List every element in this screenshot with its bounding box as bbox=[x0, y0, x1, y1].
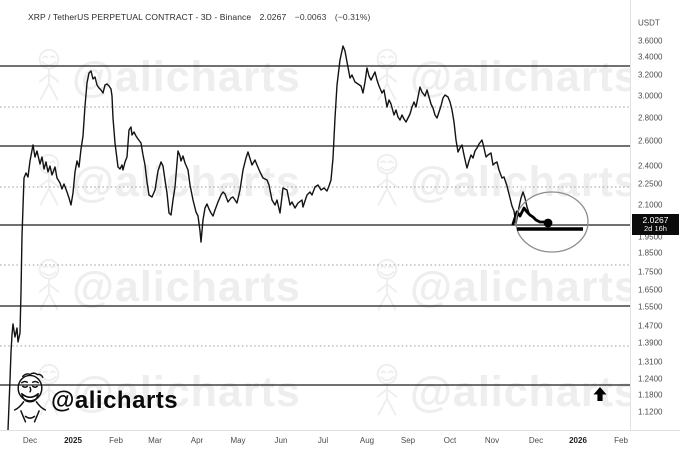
symbol-info-bar: XRP / TetherUS PERPETUAL CONTRACT - 3D -… bbox=[28, 12, 376, 22]
time-tick-label: Aug bbox=[359, 436, 375, 445]
watermark-handle: @alicharts bbox=[410, 52, 639, 101]
price-final-leg-bold bbox=[511, 206, 550, 226]
time-tick-label: Dec bbox=[22, 436, 38, 445]
price-axis-unit: USDT bbox=[638, 18, 660, 28]
price-tick-label: 2.1000 bbox=[638, 200, 663, 210]
watermark: @alicharts bbox=[30, 47, 301, 107]
price-tick-label: 1.7500 bbox=[638, 267, 663, 277]
change-absolute: −0.0063 bbox=[294, 12, 327, 22]
chart-canvas[interactable] bbox=[0, 0, 630, 430]
time-tick-label: Mar bbox=[148, 436, 162, 445]
price-tick-label: 1.4700 bbox=[638, 321, 663, 331]
time-tick-label: Feb bbox=[614, 436, 628, 445]
price-axis[interactable]: 2.0267 2d 16h USDT 3.6000 3.4000 3.2000 3.00… bbox=[630, 0, 680, 430]
watermark-handle: @alicharts bbox=[72, 367, 301, 416]
watermark-handle: @alicharts bbox=[410, 262, 639, 311]
time-tick-label: 2026 bbox=[569, 436, 587, 445]
price-tick-label: 1.5500 bbox=[638, 302, 663, 312]
price-tick-label: 1.3100 bbox=[638, 357, 663, 367]
price-tick-label: 2.6000 bbox=[638, 136, 663, 146]
time-tick-label: Jun bbox=[274, 436, 288, 445]
alicharts-logo-text: @alicharts bbox=[51, 387, 179, 414]
alicharts-face-icon bbox=[13, 372, 47, 423]
price-tick-label: 2.8000 bbox=[638, 113, 663, 123]
price-series-line bbox=[7, 45, 530, 430]
price-tick-label: 1.6500 bbox=[638, 285, 663, 295]
price-tick-label: 1.2400 bbox=[638, 374, 663, 384]
change-percent: (−0.31%) bbox=[334, 12, 371, 22]
watermark-handle: @alicharts bbox=[72, 157, 301, 206]
price-tick-label: 1.1800 bbox=[638, 390, 663, 400]
time-tick-label: Feb bbox=[109, 436, 123, 445]
time-tick-label: Dec bbox=[528, 436, 544, 445]
price-tick-label: 2.4000 bbox=[638, 161, 663, 171]
watermark: @alicharts bbox=[368, 257, 639, 317]
price-tick-label: 3.0000 bbox=[638, 91, 663, 101]
bar-countdown: 2d 16h bbox=[644, 224, 667, 233]
symbol-title[interactable]: XRP / TetherUS PERPETUAL CONTRACT - 3D -… bbox=[28, 12, 252, 22]
watermark: @alicharts bbox=[30, 257, 301, 317]
time-tick-label: Nov bbox=[484, 436, 500, 445]
price-tick-label: 1.3900 bbox=[638, 338, 663, 348]
time-tick-label: Jul bbox=[317, 436, 329, 445]
price-tick-label: 1.8500 bbox=[638, 248, 663, 258]
time-tick-label: Sep bbox=[400, 436, 416, 445]
last-price-dot bbox=[543, 218, 553, 228]
time-tick-label: May bbox=[230, 436, 246, 445]
price-tick-label: 3.6000 bbox=[638, 36, 663, 46]
time-tick-label: Oct bbox=[443, 436, 457, 445]
price-tick-label: 2.2500 bbox=[638, 179, 663, 189]
time-tick-label: 2025 bbox=[64, 436, 82, 445]
current-price-badge[interactable]: 2.0267 2d 16h bbox=[632, 214, 679, 235]
price-tick-label: 3.4000 bbox=[638, 52, 663, 62]
last-price-value: 2.0267 bbox=[259, 12, 287, 22]
price-tick-label: 1.9500 bbox=[638, 232, 663, 242]
watermark: @alicharts bbox=[368, 47, 639, 107]
alicharts-logo: @alicharts bbox=[10, 370, 178, 430]
current-price-value: 2.0267 bbox=[642, 215, 669, 225]
up-arrow-drawing[interactable] bbox=[593, 387, 607, 401]
price-tick-label: 3.2000 bbox=[638, 70, 663, 80]
price-tick-label: 1.1200 bbox=[638, 407, 663, 417]
time-axis[interactable]: Dec 2025 Feb Mar Apr May Jun Jul Aug Sep Oct Nov Dec… bbox=[0, 430, 680, 451]
watermark-handle: @alicharts bbox=[72, 262, 301, 311]
watermark: @alicharts bbox=[30, 152, 301, 212]
highlight-circle-drawing[interactable] bbox=[515, 191, 589, 253]
watermark: @alicharts bbox=[30, 362, 301, 422]
watermark-handle: @alicharts bbox=[72, 52, 301, 101]
time-tick-label: Apr bbox=[190, 436, 204, 445]
